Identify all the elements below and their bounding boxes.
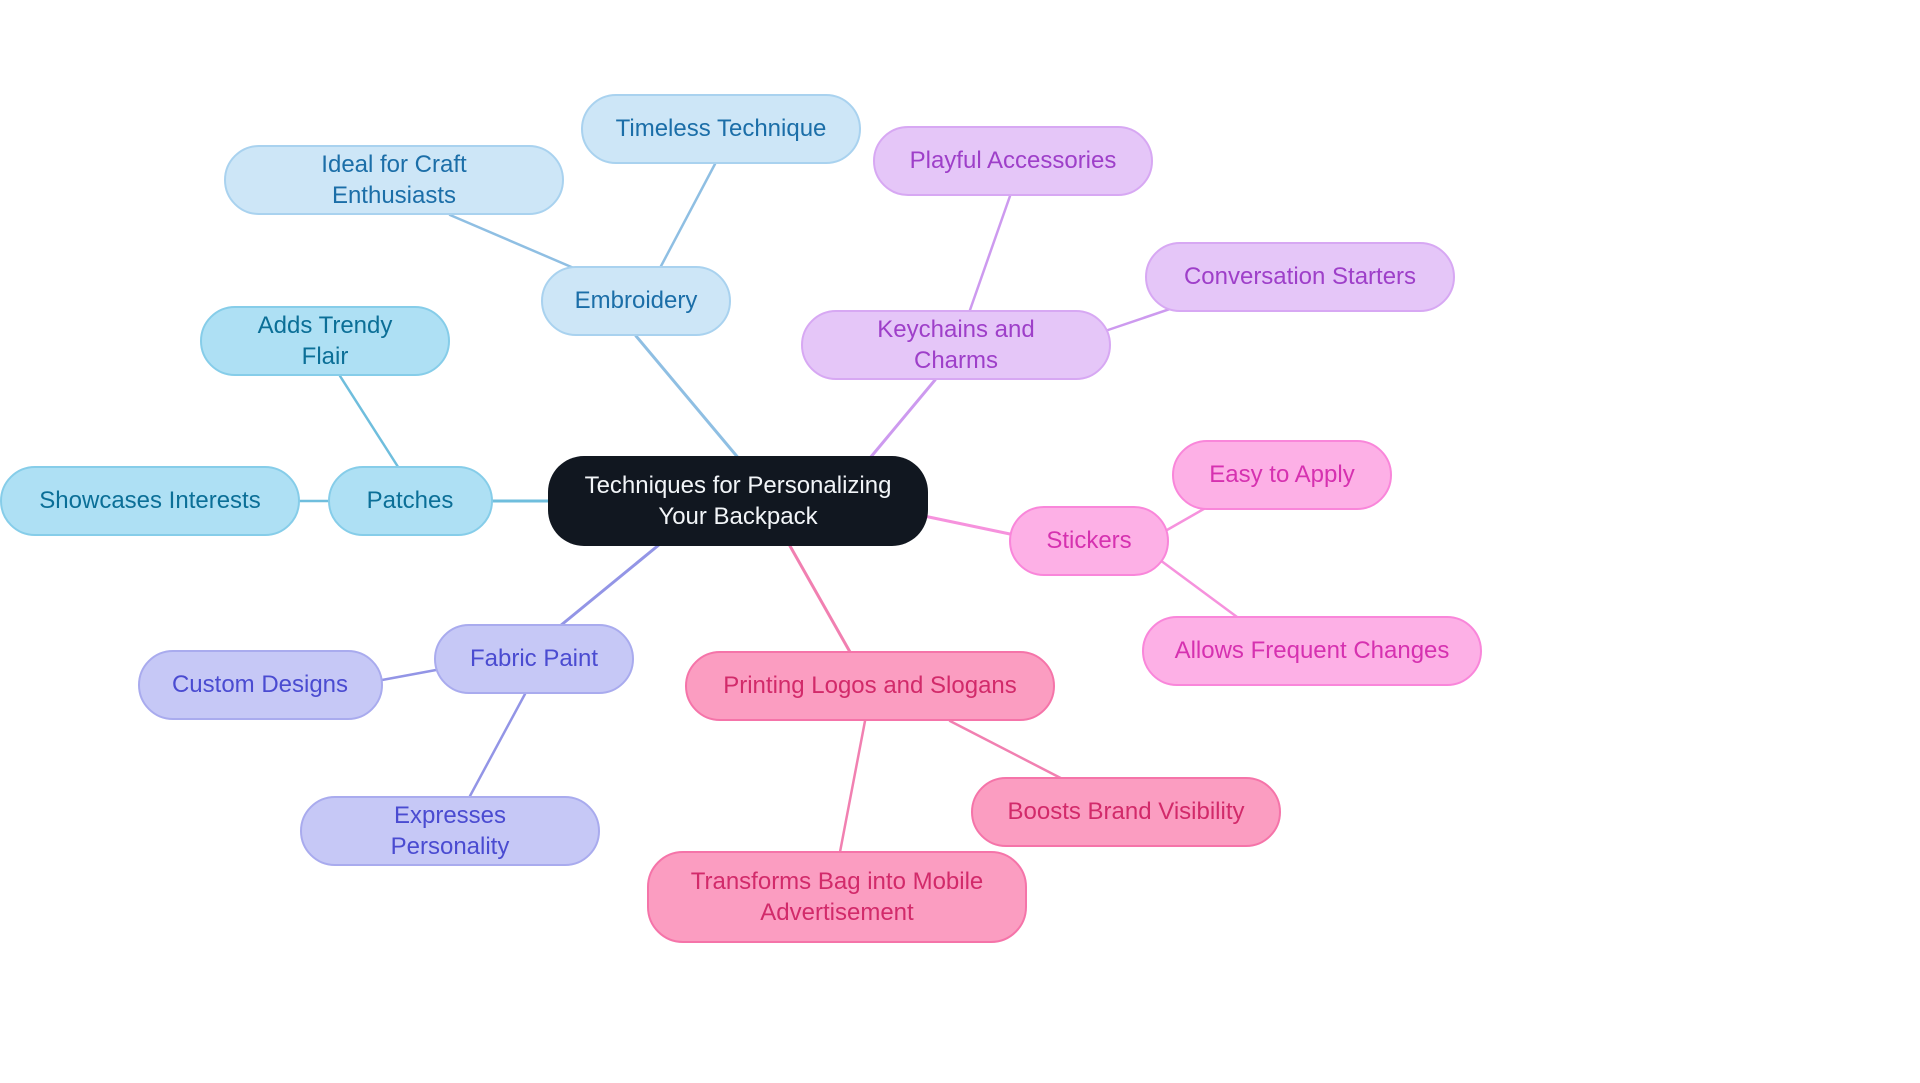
node-trendy: Adds Trendy Flair: [200, 306, 450, 376]
node-easyapply: Easy to Apply: [1172, 440, 1392, 510]
node-frequent: Allows Frequent Changes: [1142, 616, 1482, 686]
node-timeless: Timeless Technique: [581, 94, 861, 164]
node-playful: Playful Accessories: [873, 126, 1153, 196]
node-transforms: Transforms Bag into Mobile Advertisement: [647, 851, 1027, 943]
node-center: Techniques for Personalizing Your Backpa…: [548, 456, 928, 546]
node-stickers: Stickers: [1009, 506, 1169, 576]
node-showcases: Showcases Interests: [0, 466, 300, 536]
node-conversation: Conversation Starters: [1145, 242, 1455, 312]
node-boosts: Boosts Brand Visibility: [971, 777, 1281, 847]
node-patches: Patches: [328, 466, 493, 536]
node-printing: Printing Logos and Slogans: [685, 651, 1055, 721]
node-craft: Ideal for Craft Enthusiasts: [224, 145, 564, 215]
mindmap-canvas: Techniques for Personalizing Your Backpa…: [0, 0, 1920, 1083]
node-embroidery: Embroidery: [541, 266, 731, 336]
node-keychains: Keychains and Charms: [801, 310, 1111, 380]
node-expresses: Expresses Personality: [300, 796, 600, 866]
node-customdesigns: Custom Designs: [138, 650, 383, 720]
node-fabricpaint: Fabric Paint: [434, 624, 634, 694]
